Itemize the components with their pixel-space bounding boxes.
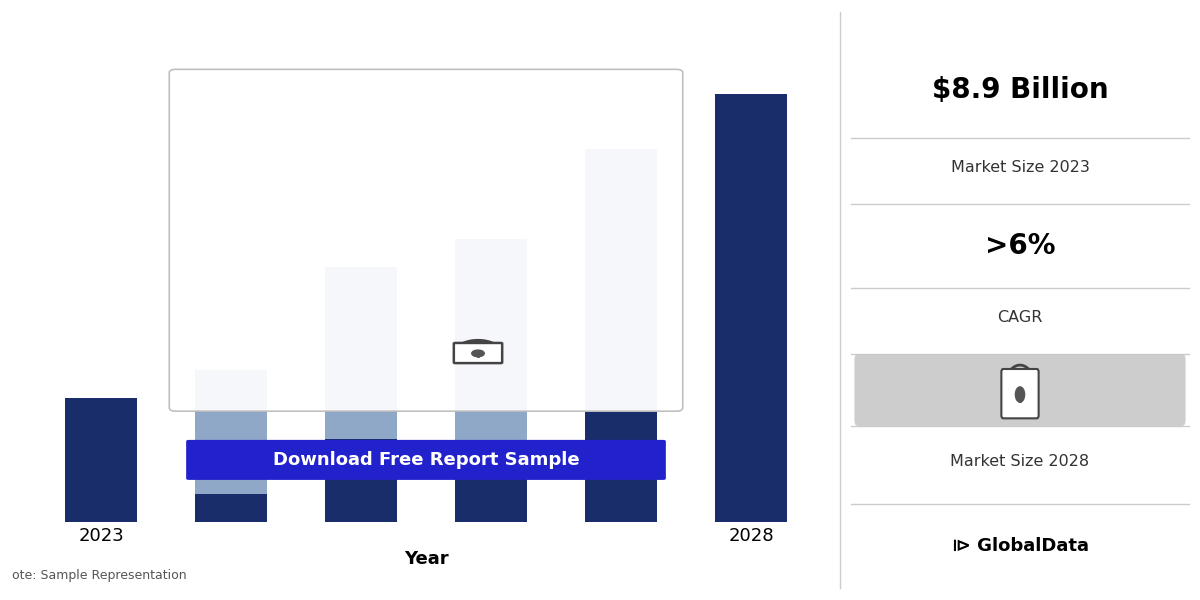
FancyBboxPatch shape (454, 343, 502, 363)
Text: >6%: >6% (985, 232, 1055, 260)
Bar (455, 239, 527, 473)
FancyBboxPatch shape (186, 440, 666, 480)
FancyBboxPatch shape (854, 354, 1186, 426)
X-axis label: Year: Year (403, 550, 449, 568)
Text: Market Size 2028: Market Size 2028 (950, 455, 1090, 469)
Bar (196, 494, 266, 522)
FancyBboxPatch shape (169, 70, 683, 411)
Text: Market Size 2023: Market Size 2023 (950, 160, 1090, 175)
Bar (325, 439, 397, 522)
Text: CAGR: CAGR (997, 311, 1043, 325)
Bar (586, 149, 656, 412)
Bar (586, 412, 656, 522)
Bar (455, 473, 527, 522)
Text: ote: Sample Representation: ote: Sample Representation (12, 569, 187, 582)
Circle shape (1015, 387, 1025, 402)
FancyBboxPatch shape (1001, 369, 1039, 418)
Bar (715, 94, 787, 522)
Bar (65, 398, 137, 522)
Bar (325, 266, 397, 439)
Text: $8.9 Billion: $8.9 Billion (931, 76, 1109, 104)
Circle shape (472, 350, 485, 357)
Text: ⧐ GlobalData: ⧐ GlobalData (952, 537, 1088, 555)
Bar (196, 370, 266, 494)
Text: Download Free Report Sample: Download Free Report Sample (272, 451, 580, 469)
